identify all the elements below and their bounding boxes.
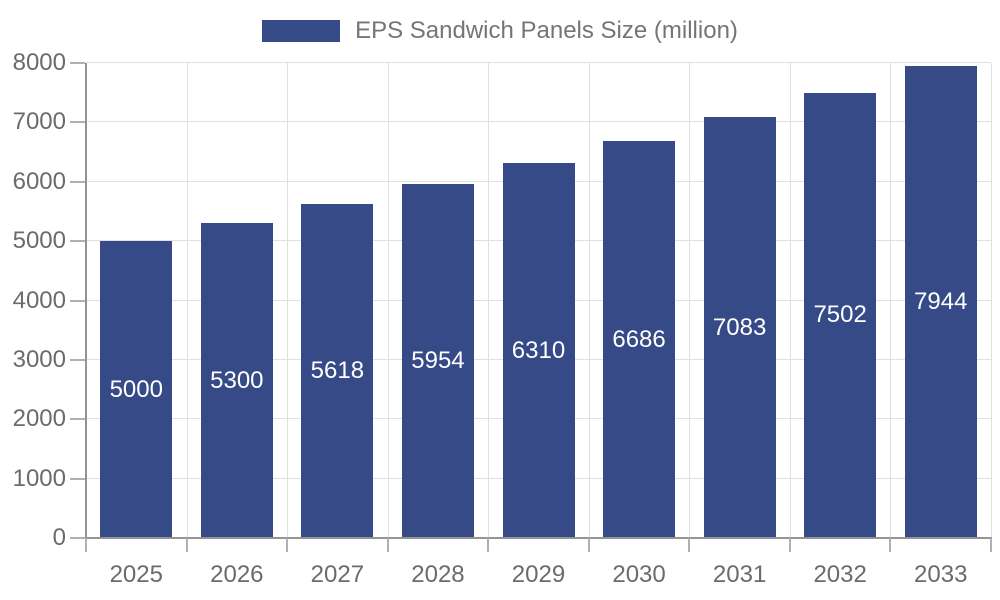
bar-value-label: 6310 [511,336,566,364]
y-tick-mark [70,121,85,124]
x-tick-mark [587,538,590,552]
gridline-vertical [890,63,892,538]
bar-value-label: 5618 [310,357,365,385]
gridline-vertical [689,63,691,538]
legend[interactable]: EPS Sandwich Panels Size (million) [0,14,1000,48]
bar-value-label: 5000 [109,375,163,403]
gridline-vertical [287,63,289,538]
x-axis-labels: 2025 2026 2027 2028 2029 2030 2031 2032 2033 [86,559,991,591]
y-tick-label: 5000 [12,227,66,255]
x-tick-mark [386,538,389,552]
bar: 7502 [804,92,877,538]
x-axis-line [85,537,992,539]
x-tick-label: 2033 [914,561,968,588]
y-tick-mark [70,299,85,302]
x-tick-mark [286,538,289,552]
y-axis-line [85,63,87,539]
x-tick-mark [889,538,892,552]
x-tick-label: 2028 [411,561,465,588]
bar-value-label: 7944 [914,288,968,316]
y-tick-mark [70,477,85,480]
y-tick-mark [70,358,85,361]
y-tick-label: 3000 [12,345,66,373]
y-tick-label: 7000 [12,108,66,136]
y-tick-label: 6000 [12,167,66,195]
x-axis-tick-marks [85,538,992,552]
x-tick-label: 2031 [712,561,767,588]
bar-value-label: 7083 [712,313,767,341]
x-tick-mark [85,538,87,552]
gridline-vertical [387,63,389,538]
y-axis-tick-marks [70,62,85,539]
gridline-vertical [991,63,992,538]
bar-value-label: 6686 [612,325,666,353]
bar: 7944 [904,66,977,538]
x-tick-label: 2026 [210,561,264,588]
gridline-vertical [588,63,590,538]
y-tick-mark [70,418,85,421]
bar: 6686 [603,141,676,538]
x-tick-mark [688,538,691,552]
legend-swatch [262,20,341,42]
y-tick-label: 0 [52,524,66,551]
y-tick-mark [70,180,85,183]
y-tick-label: 1000 [12,464,66,492]
bar: 5300 [200,223,273,538]
y-tick-mark [70,537,85,539]
x-tick-label: 2032 [813,561,867,588]
x-tick-label: 2030 [612,561,666,588]
x-tick-label: 2027 [310,561,365,588]
bar: 6310 [502,163,575,538]
y-tick-label: 2000 [12,405,66,433]
y-axis-labels: 0 1000 2000 3000 4000 5000 6000 7000 8000 [0,51,66,550]
bar: 5000 [100,241,173,538]
y-tick-label: 8000 [12,49,66,76]
gridline-vertical [186,63,188,538]
y-tick-mark [70,62,85,64]
y-tick-mark [70,240,85,243]
bar-value-label: 7502 [813,301,867,329]
x-tick-mark [487,538,490,552]
bar: 5954 [401,184,474,538]
x-tick-mark [788,538,791,552]
bar: 7083 [703,117,776,538]
gridline-vertical [488,63,490,538]
x-tick-mark [185,538,188,552]
gridline-horizontal [86,121,991,123]
x-tick-label: 2029 [511,561,566,588]
bar-value-label: 5954 [411,347,465,375]
x-tick-mark [990,538,992,552]
bar-value-label: 5300 [210,366,264,394]
plot-area: 5000 5300 5618 5954 6310 6686 7083 7502 7944 [86,62,992,538]
legend-label: EPS Sandwich Panels Size (million) [355,17,738,44]
bar: 5618 [301,204,374,538]
gridline-vertical [789,63,791,538]
y-tick-label: 4000 [12,286,66,314]
gridline-horizontal [86,62,991,63]
x-tick-label: 2025 [109,561,163,588]
